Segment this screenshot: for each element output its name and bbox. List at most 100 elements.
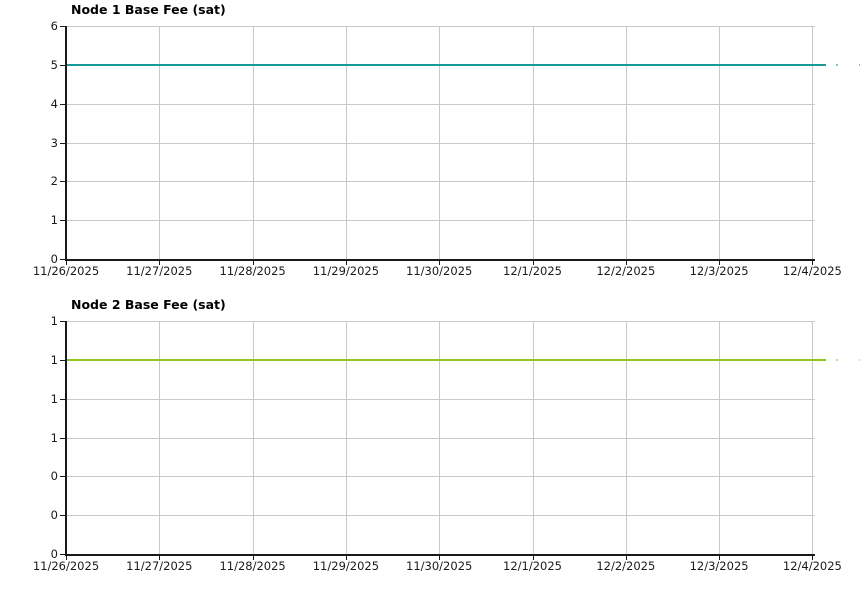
data-point-marker [532,358,535,361]
data-point-marker [649,63,652,66]
data-point-marker [182,63,185,66]
data-point-marker [695,63,698,66]
y-axis-line [65,26,67,260]
x-axis-tick-label: 11/27/2025 [126,264,193,278]
data-point-marker [299,63,302,66]
data-point-marker [415,358,418,361]
y-axis-tick [60,259,65,260]
x-axis-tick-label: 11/28/2025 [219,559,286,573]
x-axis-tick-label: 12/1/2025 [503,559,562,573]
x-axis-tick [812,555,814,560]
y-axis-tick-label: 2 [50,174,58,189]
y-axis-tick [60,321,65,322]
gridline-horizontal [66,26,815,27]
y-axis-tick-label-wrap: 0 [0,253,58,265]
x-axis-tick [719,260,721,265]
series-line [66,63,827,66]
y-axis-tick-label-wrap: 0 [0,470,58,482]
gridline-horizontal [66,398,815,400]
x-axis-tick-label: 12/3/2025 [689,264,749,278]
data-point-marker [66,63,68,66]
y-axis-tick-label-wrap: 1 [0,315,58,327]
x-axis-tick-label: 11/27/2025 [126,559,193,573]
y-axis-tick-label: 1 [50,391,58,406]
gridline-vertical [439,321,441,554]
chart-title: Node 2 Base Fee (sat) [71,297,226,312]
x-axis-tick-label: 11/29/2025 [312,264,380,278]
data-point-marker [602,358,605,361]
gridline-horizontal [66,103,815,105]
data-point-marker [415,63,418,66]
x-axis-tick-label: 11/26/2025 [32,264,100,278]
y-axis-tick [60,103,65,105]
x-axis-tick [812,260,814,265]
chart-title: Node 1 Base Fee (sat) [71,2,226,17]
y-axis-tick-label-wrap: 0 [0,548,58,560]
y-axis-tick-label-wrap: 1 [0,354,58,366]
x-axis-tick [159,260,161,265]
x-axis-tick-label: 11/28/2025 [219,264,286,278]
gridline-vertical [625,321,627,554]
gridline-vertical [159,26,161,259]
x-axis-tick [719,555,721,560]
y-axis-tick-label: 0 [50,252,58,266]
x-axis-tick [252,555,254,560]
x-axis-tick-label: 11/30/2025 [406,264,473,278]
y-axis-tick-label-wrap: 3 [0,137,58,149]
data-point-marker [322,63,325,66]
y-axis-tick-label-wrap: 5 [0,59,58,71]
data-point-marker [439,358,442,361]
gridline-vertical [812,26,814,259]
y-axis-tick-label: 1 [50,430,58,445]
data-point-marker [89,63,92,66]
data-point-marker [835,358,838,361]
data-point-marker [182,358,185,361]
data-point-marker [672,358,675,361]
data-point-marker [275,358,278,361]
data-point-marker [159,358,162,361]
data-point-marker [485,358,488,361]
x-axis-tick [345,260,347,265]
plot-area [66,321,860,555]
x-axis-tick [252,260,254,265]
y-axis-tick [60,476,65,478]
data-point-marker [252,63,255,66]
data-point-marker [742,358,745,361]
x-axis-tick-label: 12/2/2025 [596,559,656,573]
x-axis-tick [625,260,627,265]
gridline-vertical [159,321,161,554]
data-point-marker [812,63,815,66]
x-axis-tick [159,555,161,560]
x-axis-tick [439,260,441,265]
data-point-marker [345,358,348,361]
x-axis-tick [66,260,67,265]
x-axis-tick-label: 12/4/2025 [782,264,842,278]
data-point-marker [765,358,768,361]
y-axis-tick [60,220,65,222]
data-point-marker [789,358,792,361]
data-point-marker [625,358,628,361]
x-axis-tick-label: 11/26/2025 [32,559,100,573]
data-point-marker [462,63,465,66]
y-axis-tick [60,64,65,66]
data-point-marker [112,63,115,66]
x-axis-tick [532,555,534,560]
y-axis-tick [60,437,65,439]
y-axis-tick-label: 1 [50,352,58,367]
y-axis-tick-label-wrap: 1 [0,432,58,444]
x-axis-tick-label: 11/29/2025 [312,559,380,573]
y-axis-tick-label-wrap: 0 [0,509,58,521]
data-point-marker [205,358,208,361]
y-axis-tick-label-wrap: 2 [0,175,58,187]
data-point-marker [789,63,792,66]
data-point-marker [509,358,512,361]
x-axis-line [65,259,815,261]
data-point-marker [649,358,652,361]
x-axis-line [65,554,815,556]
chart-panel-node-2: Node 2 Base Fee (sat) 1 1 1 1 0 0 0 11/26/2025… [0,295,860,590]
y-axis-tick-label-wrap: 1 [0,214,58,226]
data-point-marker [369,63,372,66]
x-axis-tick-label: 12/1/2025 [503,264,562,278]
x-axis-tick [532,260,534,265]
